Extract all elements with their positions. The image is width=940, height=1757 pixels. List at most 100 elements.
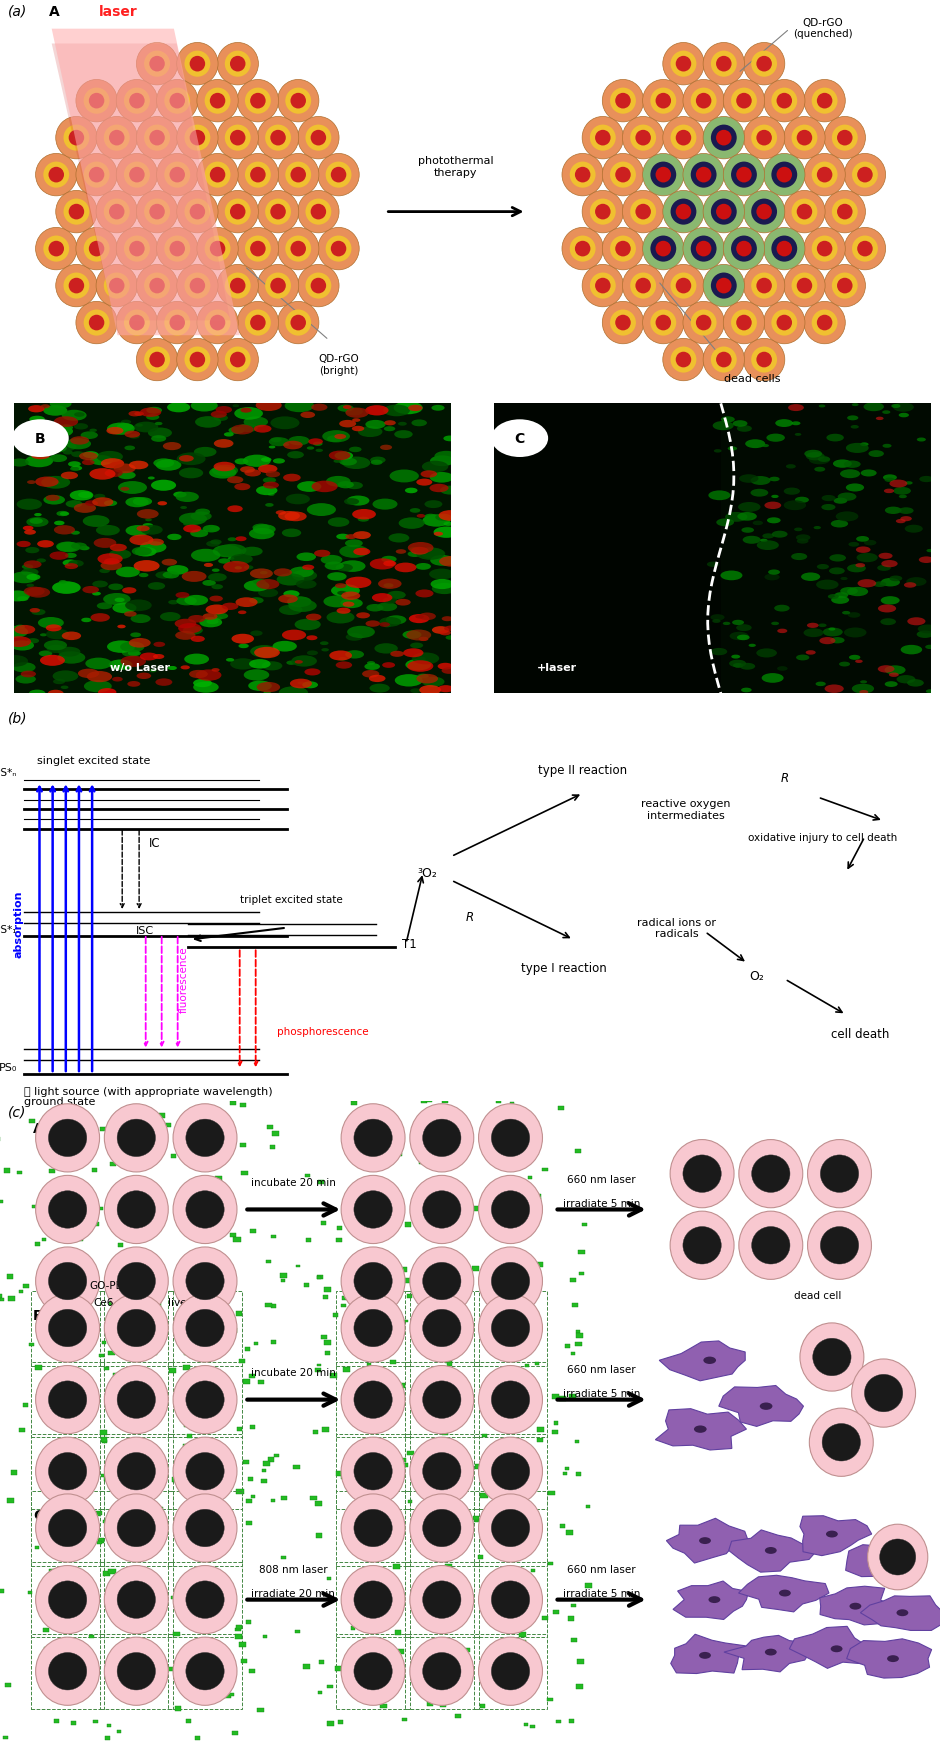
Ellipse shape [322, 430, 350, 443]
Text: ISC: ISC [136, 926, 154, 935]
Ellipse shape [298, 118, 339, 160]
Bar [496, 1587, 504, 1592]
Ellipse shape [273, 459, 285, 464]
Ellipse shape [349, 448, 362, 453]
Ellipse shape [788, 404, 804, 411]
Ellipse shape [310, 279, 326, 293]
Ellipse shape [329, 452, 351, 460]
Ellipse shape [290, 242, 306, 257]
Bar [319, 1660, 324, 1664]
Ellipse shape [822, 504, 836, 511]
Bar [317, 1277, 321, 1279]
Ellipse shape [408, 552, 422, 557]
Bar [100, 1362, 173, 1437]
Ellipse shape [84, 162, 109, 188]
Ellipse shape [852, 683, 874, 694]
Ellipse shape [729, 661, 746, 668]
Ellipse shape [883, 1557, 894, 1564]
Ellipse shape [263, 691, 271, 694]
Ellipse shape [791, 274, 818, 299]
Ellipse shape [732, 422, 747, 427]
Ellipse shape [222, 603, 239, 611]
Ellipse shape [190, 204, 205, 220]
Ellipse shape [164, 237, 190, 262]
Bar [270, 1146, 275, 1149]
Ellipse shape [492, 1309, 530, 1348]
Ellipse shape [66, 439, 91, 450]
Ellipse shape [382, 557, 397, 564]
Ellipse shape [880, 583, 886, 587]
Ellipse shape [15, 625, 25, 629]
Ellipse shape [194, 682, 219, 694]
Ellipse shape [296, 580, 317, 589]
Bar [440, 1704, 446, 1708]
Ellipse shape [716, 204, 731, 220]
Ellipse shape [882, 560, 898, 568]
Ellipse shape [206, 541, 220, 548]
Ellipse shape [117, 228, 158, 271]
Bar [132, 1583, 136, 1587]
Ellipse shape [230, 279, 245, 293]
Ellipse shape [345, 408, 363, 416]
Ellipse shape [492, 1653, 530, 1690]
Bar [392, 1328, 398, 1334]
Ellipse shape [52, 481, 60, 485]
Ellipse shape [676, 353, 691, 369]
Bar [554, 1421, 558, 1425]
Bar [225, 1650, 228, 1652]
Ellipse shape [699, 1652, 711, 1659]
Ellipse shape [149, 204, 164, 220]
Ellipse shape [736, 625, 752, 633]
Ellipse shape [180, 506, 187, 510]
Ellipse shape [786, 466, 796, 469]
Ellipse shape [663, 339, 704, 381]
Ellipse shape [186, 1453, 225, 1490]
Ellipse shape [55, 443, 76, 452]
Ellipse shape [240, 467, 255, 474]
Ellipse shape [17, 541, 31, 548]
Ellipse shape [310, 204, 326, 220]
Ellipse shape [346, 408, 368, 418]
Ellipse shape [210, 527, 220, 531]
Bar [7, 1499, 14, 1502]
Bar [492, 1260, 497, 1263]
Ellipse shape [655, 316, 671, 332]
Ellipse shape [650, 88, 676, 114]
Bar [50, 1680, 54, 1683]
Ellipse shape [670, 125, 697, 151]
Bar [272, 1235, 276, 1239]
Ellipse shape [849, 655, 860, 661]
Ellipse shape [183, 522, 193, 527]
Ellipse shape [389, 471, 419, 483]
Ellipse shape [271, 416, 300, 430]
Ellipse shape [318, 228, 359, 271]
Ellipse shape [314, 550, 330, 557]
Bar [195, 1736, 200, 1739]
Ellipse shape [241, 408, 252, 413]
Ellipse shape [440, 487, 461, 495]
Ellipse shape [169, 93, 185, 109]
Ellipse shape [176, 492, 199, 503]
Ellipse shape [235, 459, 248, 466]
Bar [407, 1295, 413, 1298]
Bar [54, 1718, 59, 1724]
Bar [575, 1439, 579, 1442]
Bar [185, 1720, 192, 1724]
Ellipse shape [682, 1226, 721, 1265]
Ellipse shape [696, 167, 712, 183]
Bar [100, 1291, 173, 1365]
Ellipse shape [202, 580, 216, 587]
Ellipse shape [883, 474, 897, 481]
Ellipse shape [723, 228, 764, 271]
Ellipse shape [155, 423, 163, 425]
Ellipse shape [423, 1509, 461, 1546]
Bar [110, 1161, 116, 1167]
Ellipse shape [89, 93, 104, 109]
Ellipse shape [603, 155, 644, 197]
Ellipse shape [24, 587, 45, 597]
Bar [569, 1393, 576, 1399]
Ellipse shape [126, 525, 150, 536]
Ellipse shape [136, 525, 149, 532]
Ellipse shape [212, 546, 241, 559]
Bar [260, 1479, 267, 1483]
